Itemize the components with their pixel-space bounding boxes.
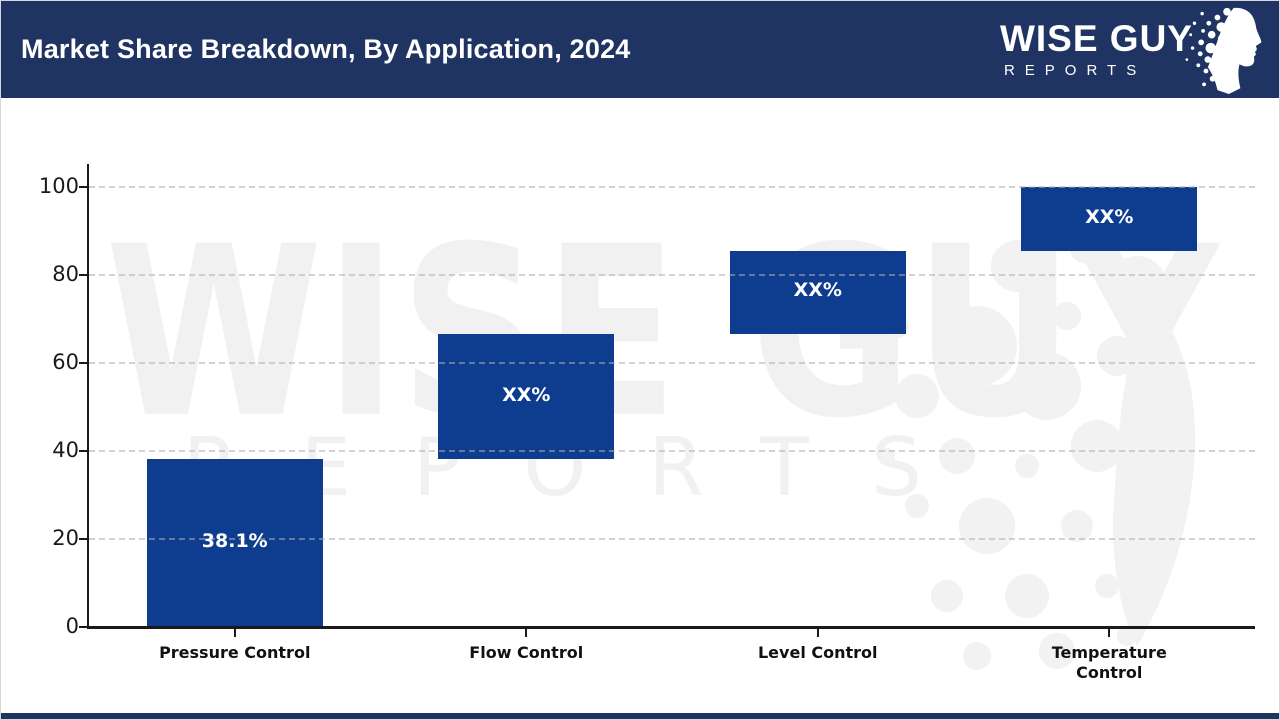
watermark-head-icon [879,228,1196,670]
bar-value-label: XX% [1085,205,1134,228]
y-tick-label: 40 [52,438,79,462]
wise-guy-logo: WISE GUY REPORTS [1000,6,1275,94]
logo-subtitle: REPORTS [1003,62,1147,79]
bar-segment [438,333,615,460]
x-tick-mark [525,629,528,637]
chart-area: WISE GUY REPORTS 0 20 40 60 80 100 38.1% XX% XX%… [1,98,1279,715]
y-tick-label: 80 [52,262,79,286]
y-tick-mark [79,186,88,188]
logo-text: WISE GUY REPORTS [1000,20,1193,79]
header-band: Market Share Breakdown, By Application, … [1,1,1279,98]
x-category-label: Pressure Control [159,643,311,662]
gridline-40 [89,450,1255,452]
y-tick-mark [79,538,88,540]
y-tick-label: 100 [38,174,79,198]
x-category-label: Flow Control [469,643,584,662]
gridline-80 [89,274,1255,276]
bar-segment [729,250,906,334]
x-axis-line [87,626,1255,629]
gridline-20 [89,538,1255,540]
y-tick-label: 0 [65,614,79,638]
bar-segment [146,459,323,627]
y-tick-label: 60 [52,350,79,374]
bar-segment [1021,187,1198,251]
x-tick-mark [816,629,819,637]
bar-value-label: 38.1% [201,530,268,553]
y-tick-mark [79,450,88,452]
bar-value-label: XX% [502,383,551,406]
page-title: Market Share Breakdown, By Application, … [21,34,631,64]
logo-wordmark: WISE GUY [999,18,1193,59]
y-tick-mark [79,274,88,276]
y-tick-label: 20 [52,526,79,550]
y-axis-line [87,164,89,629]
y-tick-mark [79,626,88,628]
logo-head-icon [1185,7,1262,94]
bar-value-label: XX% [793,279,842,302]
x-category-label: Level Control [757,643,878,662]
gridline-100 [89,186,1255,188]
x-tick-mark [1108,629,1111,637]
gridline-60 [89,362,1255,364]
x-tick-mark [233,629,236,637]
y-tick-mark [79,362,88,364]
x-category-label: Temperature Control [1051,643,1167,682]
footer-band [1,713,1279,719]
